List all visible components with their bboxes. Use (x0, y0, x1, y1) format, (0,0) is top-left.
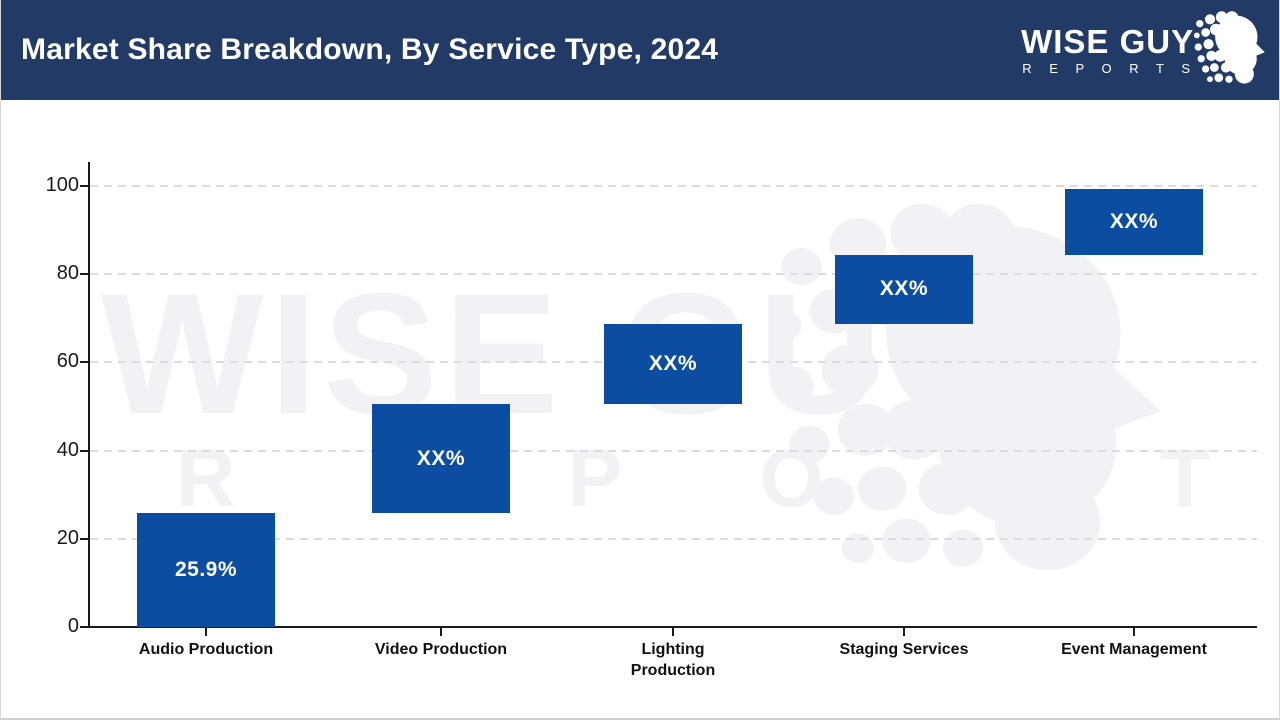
header-bar: Market Share Breakdown, By Service Type,… (1, 0, 1279, 100)
y-tick-label-40: 40 (56, 438, 79, 461)
x-tick-staging-services (903, 628, 905, 636)
y-tick-0 (80, 626, 88, 628)
x-tick-label-video-production: Video Production (374, 641, 508, 658)
bar-value-label: XX% (648, 351, 698, 375)
x-tick-label-event-management: Event Management (1061, 641, 1207, 658)
bar-value-label: XX% (879, 277, 929, 301)
y-tick-label-80: 80 (56, 262, 79, 285)
x-tick-lighting-production (672, 628, 674, 636)
bar-staging-services: XX% (835, 255, 973, 324)
wiseguy-logo-text: WISE GUY R E P O R T S (1018, 25, 1197, 75)
bar-value-label: XX% (1109, 209, 1159, 233)
bar-video-production: XX% (372, 404, 510, 513)
bar-event-management: XX% (1065, 188, 1203, 256)
logo-name-text: WISE GUY (1021, 23, 1195, 60)
gridline-100 (90, 185, 1257, 187)
bar-value-label: 25.9% (174, 557, 238, 581)
logo-sub-text: R E P O R T S (1022, 61, 1197, 76)
y-tick-20 (80, 537, 88, 540)
bar-lighting-production: XX% (604, 323, 742, 405)
y-tick-label-20: 20 (56, 526, 79, 549)
x-tick-label-audio-production: Audio Production (138, 641, 274, 658)
wiseguy-logo: WISE GUY R E P O R T S (1018, 6, 1279, 94)
y-tick-label-60: 60 (56, 350, 79, 373)
gridline-40 (90, 449, 1257, 452)
x-axis (88, 626, 1257, 628)
y-tick-80 (80, 273, 88, 276)
x-tick-label-lighting-production: Lighting Production (630, 641, 716, 679)
gridline-20 (90, 537, 1257, 540)
bar-audio-production: 25.9% (137, 512, 275, 627)
y-tick-label-100: 100 (45, 174, 79, 196)
y-tick-label-0: 0 (67, 615, 79, 637)
x-tick-event-management (1133, 628, 1135, 636)
page-title: Market Share Breakdown, By Service Type,… (21, 33, 719, 66)
x-tick-video-production (440, 628, 442, 636)
y-tick-40 (80, 449, 88, 452)
bar-value-label: XX% (416, 446, 466, 470)
y-tick-60 (80, 361, 88, 364)
x-tick-label-staging-services: Staging Services (839, 641, 969, 658)
x-tick-audio-production (205, 628, 207, 636)
y-axis (88, 162, 90, 628)
gridline-80 (90, 273, 1257, 276)
y-tick-100 (80, 185, 88, 187)
